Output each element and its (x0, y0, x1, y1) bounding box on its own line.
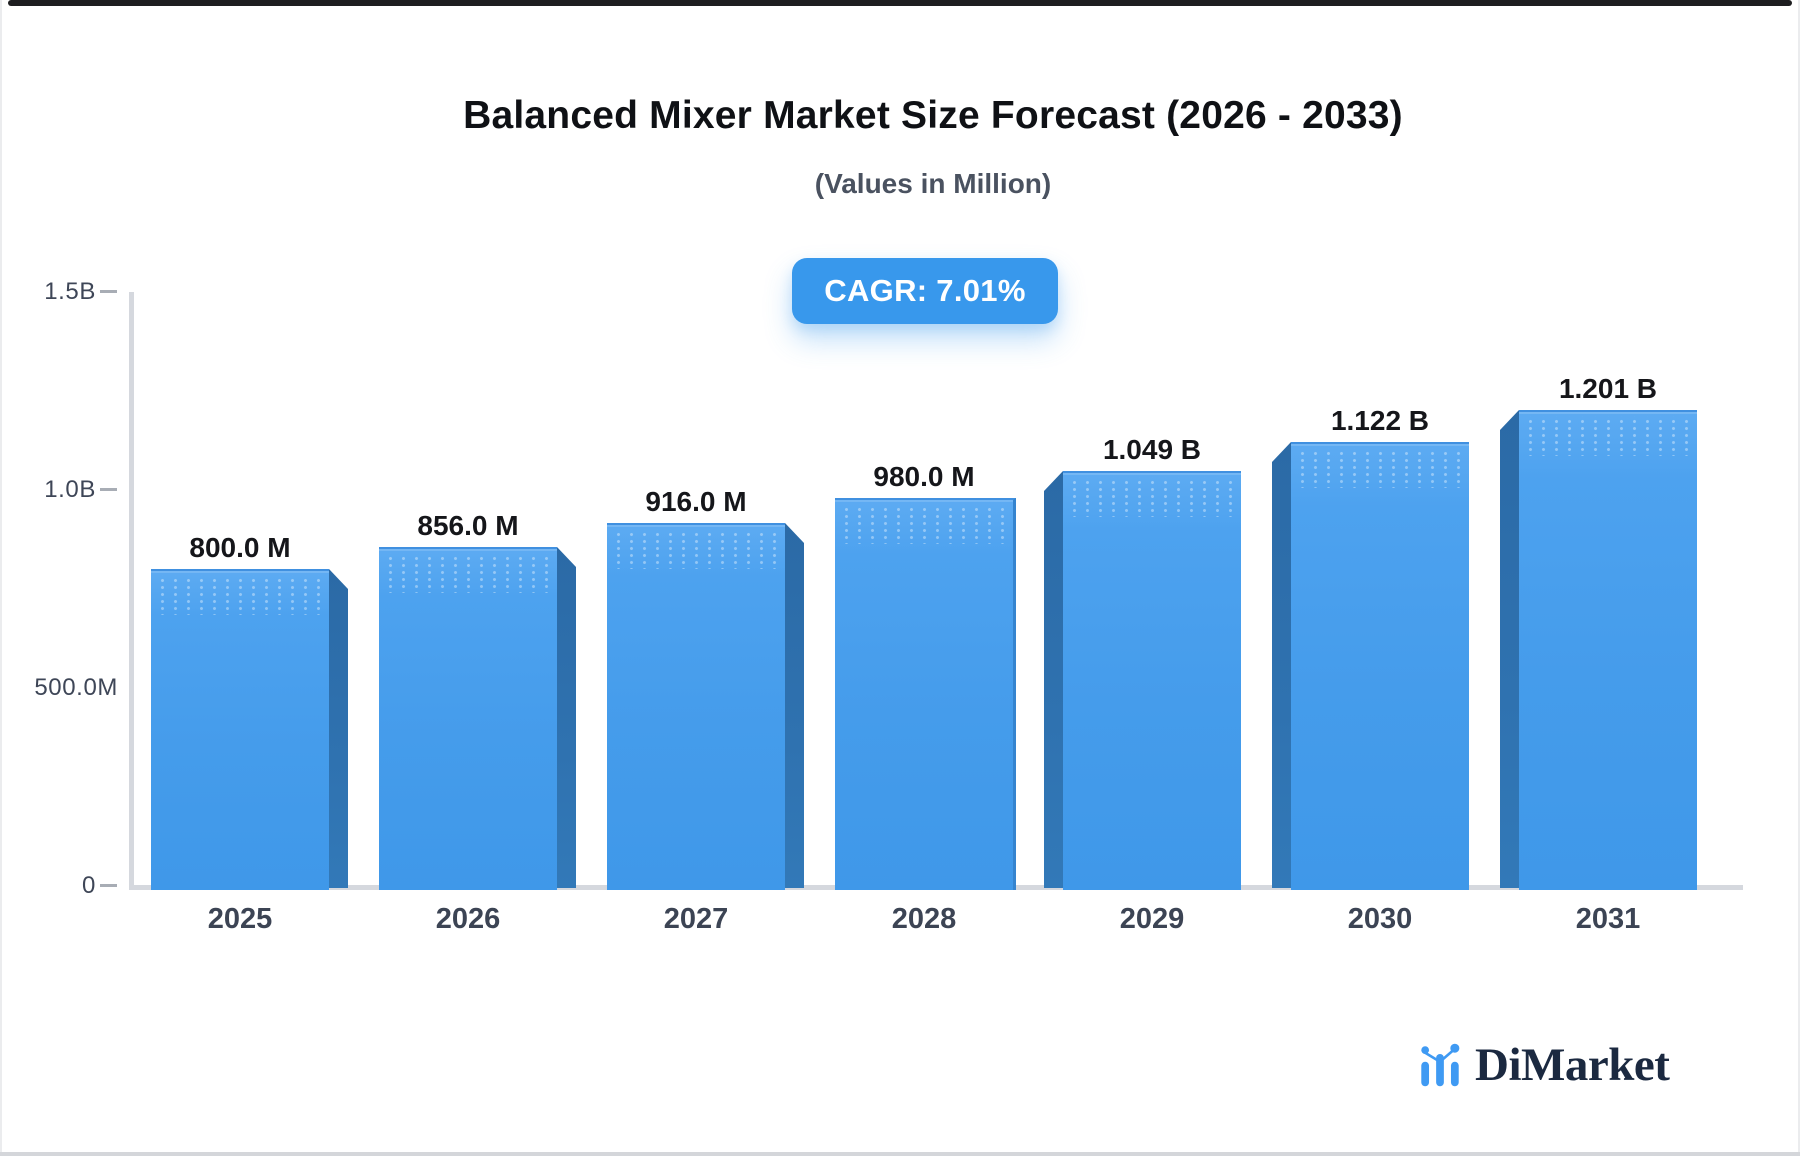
bar-value-label: 916.0 M (645, 486, 747, 517)
x-category-label: 2030 (1347, 903, 1413, 935)
bar-texture (1522, 416, 1694, 456)
bar-side-3d (1272, 442, 1291, 888)
chart-title: Balanced Mixer Market Size Forecast (202… (463, 94, 1403, 137)
bar-side-3d (557, 547, 576, 888)
x-category-label: 2026 (435, 903, 501, 935)
y-tick-label: 500.0M (34, 674, 118, 701)
x-category-label: 2028 (891, 903, 957, 935)
bar-texture (382, 553, 554, 593)
bar-texture (1066, 477, 1238, 517)
bar-side-3d (1500, 410, 1519, 888)
y-tick-label: 1.5B (44, 278, 96, 305)
y-tick-label: 0 (82, 872, 96, 899)
bar-texture (838, 504, 1010, 544)
bar-2025 (151, 569, 329, 890)
bar-value-label: 856.0 M (417, 510, 519, 541)
bar-texture (154, 575, 326, 615)
bar-texture (610, 529, 782, 569)
dimarket-logo: DiMarket (1420, 1039, 1670, 1091)
bar-2028 (835, 498, 1016, 890)
x-category-label: 2025 (207, 903, 273, 935)
bar-texture (1294, 448, 1466, 488)
bar-side-3d (329, 569, 348, 888)
bar-2027 (607, 523, 785, 890)
y-tick-dash (100, 290, 117, 293)
bar-value-label: 1.122 B (1330, 405, 1430, 436)
cagr-badge: CAGR: 7.01% (792, 258, 1058, 324)
bar-value-label: 980.0 M (873, 461, 975, 492)
y-tick-dash (100, 884, 117, 887)
bar-2029 (1063, 471, 1241, 890)
x-category-label: 2029 (1119, 903, 1185, 935)
bar-value-label: 800.0 M (189, 532, 291, 563)
bar-2026 (379, 547, 557, 890)
bar-side-3d (785, 523, 804, 888)
x-category-label: 2027 (663, 903, 729, 935)
y-tick-dash (100, 488, 117, 491)
chart-subtitle: (Values in Million) (814, 168, 1052, 199)
bar-side-3d (1044, 471, 1063, 888)
bar-2030 (1291, 442, 1469, 890)
bar-value-label: 1.201 B (1558, 373, 1658, 404)
window-top-edge (8, 0, 1792, 6)
bar-2031 (1519, 410, 1697, 890)
dimarket-logo-text: DiMarket (1475, 1039, 1670, 1091)
y-tick-label: 1.0B (44, 476, 96, 503)
y-axis-line (129, 292, 134, 890)
x-category-label: 2031 (1575, 903, 1641, 935)
bar-value-label: 1.049 B (1102, 434, 1202, 465)
dimarket-logo-mark (1421, 1043, 1460, 1087)
